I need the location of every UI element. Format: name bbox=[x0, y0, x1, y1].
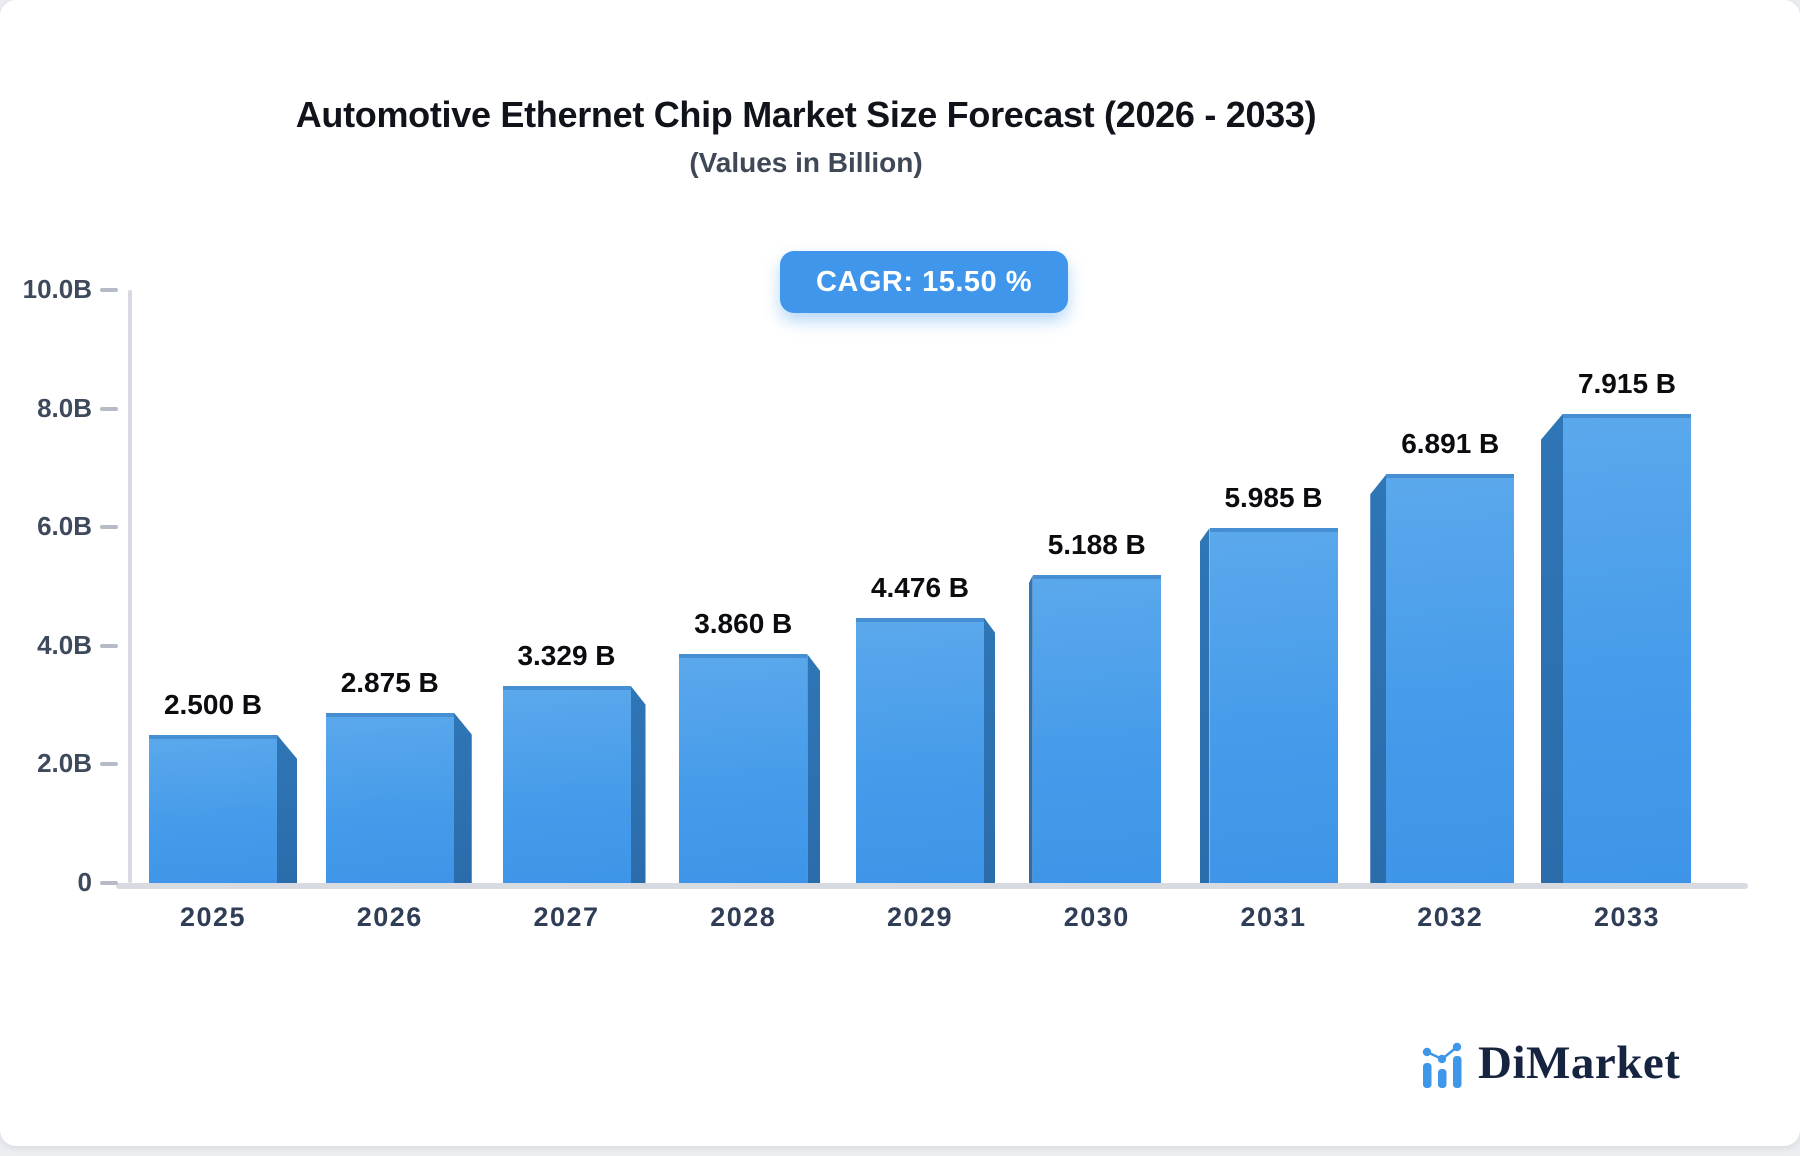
x-axis-baseline bbox=[116, 883, 1748, 889]
bar-2030 bbox=[1032, 575, 1161, 883]
chart-subtitle: (Values in Billion) bbox=[689, 147, 923, 178]
bar-2032 bbox=[1386, 474, 1515, 883]
y-axis-tick-label: 8.0B bbox=[37, 392, 92, 423]
bar-side-2025 bbox=[277, 734, 297, 883]
x-axis-label: 2026 bbox=[356, 902, 423, 932]
bar-value-label: 7.915 B bbox=[1577, 367, 1677, 399]
y-axis-line bbox=[128, 290, 132, 883]
bar-2028 bbox=[679, 654, 808, 883]
x-axis-label: 2028 bbox=[710, 902, 777, 932]
bar-value-label: 3.860 B bbox=[694, 608, 793, 640]
bar-side-2026 bbox=[453, 712, 472, 883]
y-axis-tick bbox=[100, 762, 118, 767]
bar-side-2031 bbox=[1199, 528, 1210, 883]
x-axis-label: 2029 bbox=[886, 902, 954, 932]
bar-value-label: 2.875 B bbox=[340, 666, 439, 698]
y-axis-tick-label: 10.0B bbox=[22, 274, 92, 304]
bar-value-label: 3.329 B bbox=[517, 639, 616, 671]
cagr-badge-label: CAGR: 15.50 % bbox=[815, 265, 1032, 298]
x-axis-label: 2033 bbox=[1593, 902, 1661, 932]
bar-value-label: 2.500 B bbox=[163, 688, 263, 720]
x-axis-label: 2025 bbox=[179, 902, 247, 932]
brand-logo-text: DiMarket bbox=[1478, 1037, 1681, 1089]
x-axis-label: 2032 bbox=[1417, 902, 1484, 932]
y-axis-tick bbox=[100, 881, 118, 885]
y-axis-tick-label: 6.0B bbox=[37, 511, 92, 542]
y-axis-tick bbox=[100, 643, 118, 648]
bar-2027 bbox=[502, 685, 631, 883]
bar-side-2029 bbox=[984, 617, 995, 883]
bar-2033 bbox=[1563, 413, 1691, 883]
y-axis-tick bbox=[100, 288, 118, 292]
bar-side-2030 bbox=[1028, 575, 1033, 883]
bar-value-label: 4.476 B bbox=[870, 571, 970, 603]
bar-value-label: 5.985 B bbox=[1224, 482, 1323, 514]
x-axis-label: 2031 bbox=[1240, 902, 1307, 932]
y-axis-tick-label: 0 bbox=[77, 867, 92, 897]
y-axis-tick-label: 2.0B bbox=[37, 748, 92, 779]
y-axis-tick bbox=[100, 406, 118, 411]
bar-value-label: 6.891 B bbox=[1401, 428, 1500, 460]
y-axis-tick bbox=[100, 525, 118, 530]
cagr-badge: CAGR: 15.50 % bbox=[780, 251, 1068, 313]
bar-2025 bbox=[149, 734, 277, 883]
x-axis-label: 2027 bbox=[533, 902, 600, 932]
bar-side-2033 bbox=[1541, 413, 1563, 883]
bar-side-2028 bbox=[807, 654, 821, 883]
bar-2026 bbox=[325, 712, 454, 883]
bar-value-label: 5.188 B bbox=[1047, 529, 1146, 561]
x-axis-label: 2030 bbox=[1063, 902, 1130, 932]
bar-2029 bbox=[856, 617, 984, 883]
chart-title: Automotive Ethernet Chip Market Size For… bbox=[295, 94, 1317, 135]
y-axis-tick-label: 4.0B bbox=[37, 629, 92, 660]
mini-bar-chart-icon bbox=[1422, 1042, 1462, 1088]
bar-side-2027 bbox=[630, 685, 646, 883]
bar-2031 bbox=[1209, 528, 1338, 883]
bar-side-2032 bbox=[1370, 474, 1387, 883]
